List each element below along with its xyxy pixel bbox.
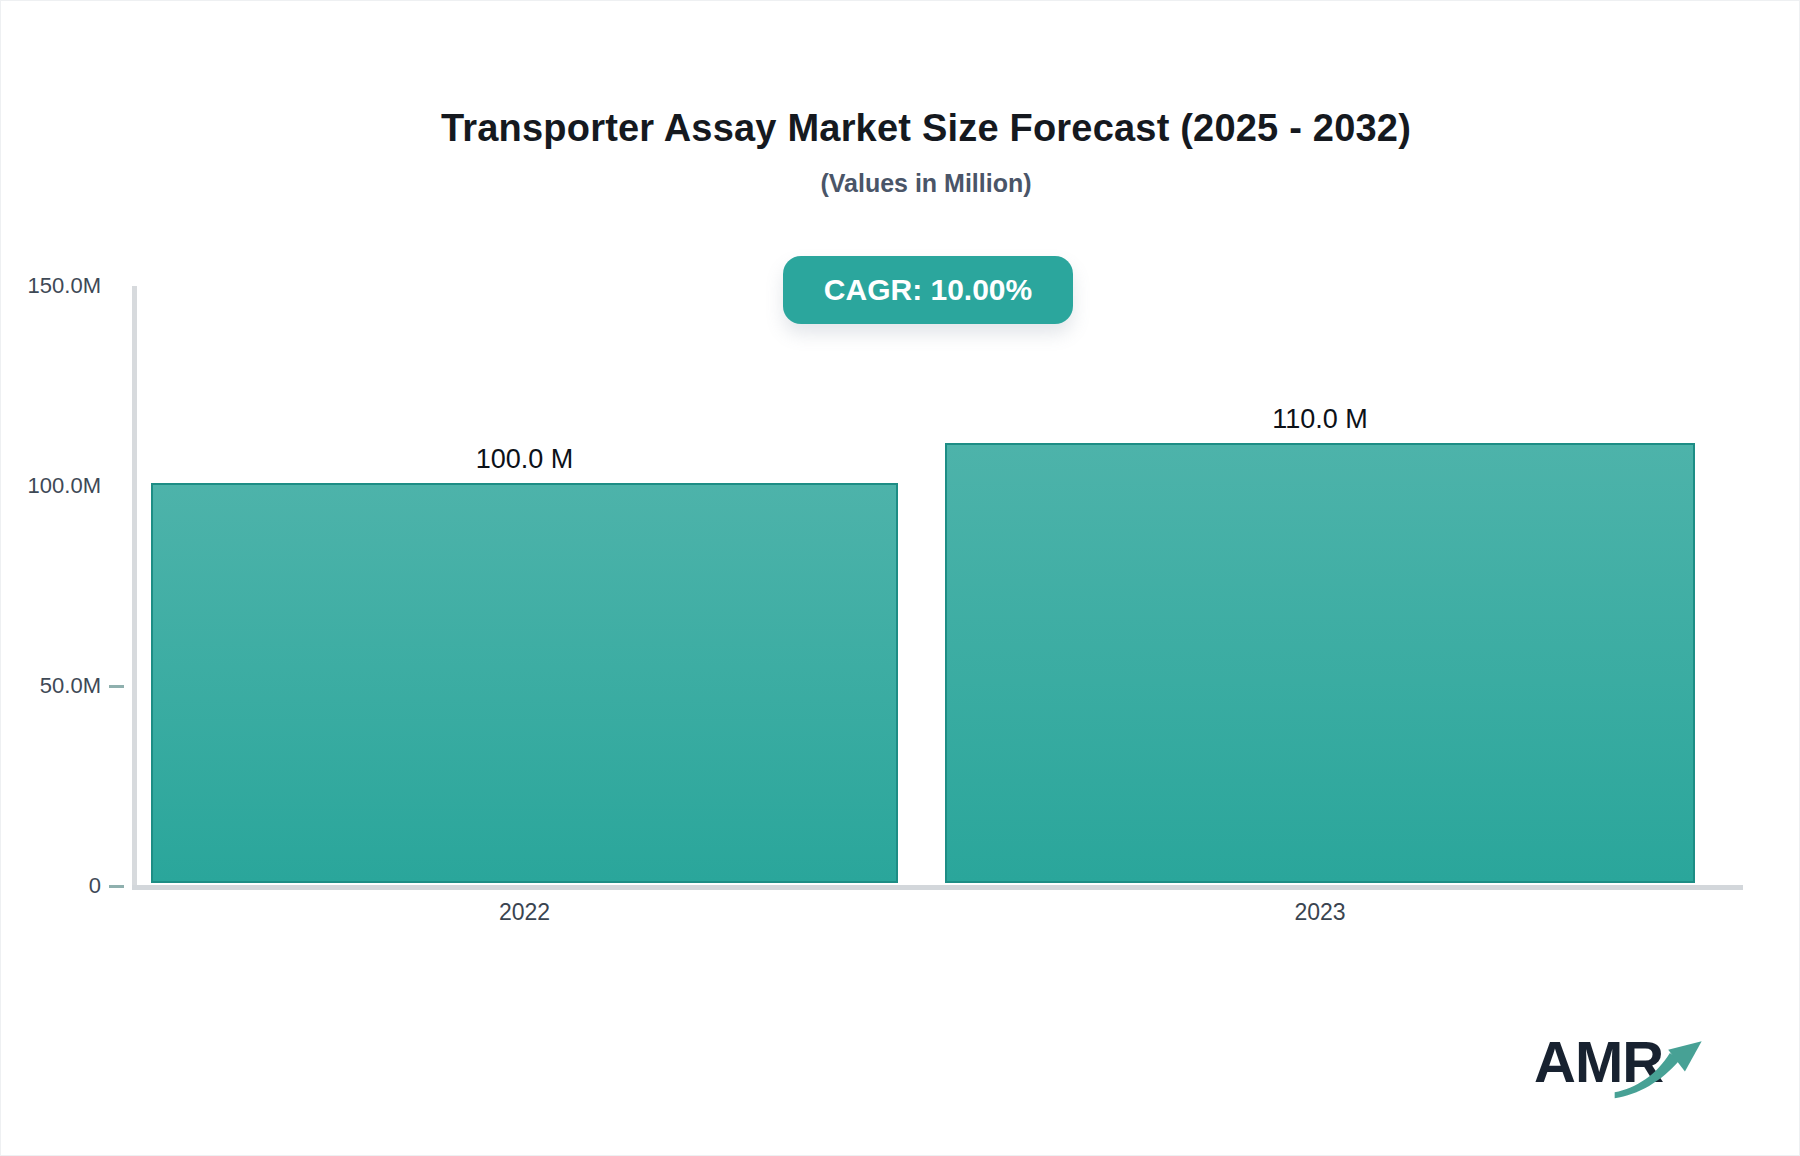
- amr-logo: AMR: [1534, 1031, 1663, 1097]
- growth-arrow-icon: [1613, 1039, 1705, 1103]
- y-tick-label-50: 50.0M: [1, 673, 101, 699]
- bar: [945, 443, 1695, 883]
- y-axis-line: [132, 286, 137, 888]
- chart-subtitle: (Values in Million): [51, 169, 1800, 198]
- x-category-label-2023: 2023: [945, 899, 1695, 926]
- x-category-label-2022: 2022: [151, 899, 898, 926]
- y-tick-mark-50: [109, 685, 124, 688]
- x-axis-line: [132, 885, 1743, 890]
- bar-value-label: 100.0 M: [151, 444, 898, 475]
- bar-value-label: 110.0 M: [945, 404, 1695, 435]
- y-tick-label-100: 100.0M: [1, 473, 101, 499]
- cagr-badge: CAGR: 10.00%: [783, 256, 1073, 324]
- chart-canvas: Transporter Assay Market Size Forecast (…: [0, 0, 1800, 1156]
- chart-title: Transporter Assay Market Size Forecast (…: [51, 107, 1800, 150]
- bar: [151, 483, 898, 883]
- y-tick-label-150: 150.0M: [1, 273, 101, 299]
- y-tick-label-0: 0: [1, 873, 101, 899]
- y-tick-mark-0: [109, 885, 124, 888]
